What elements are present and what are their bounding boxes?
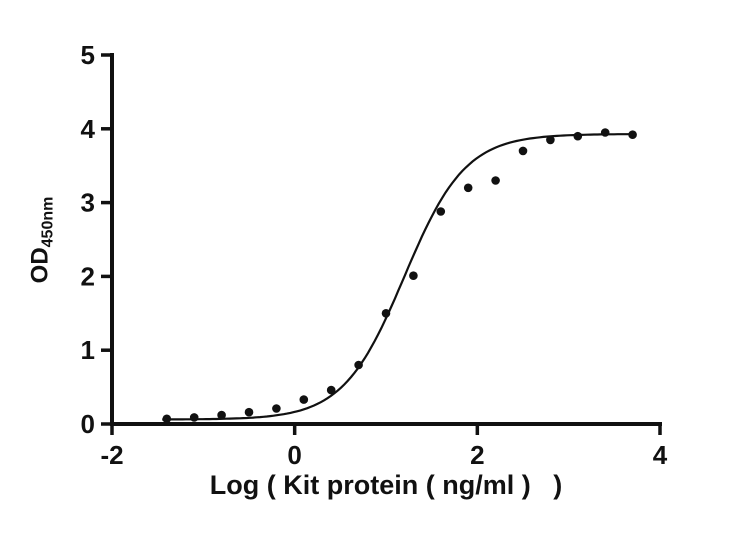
data-point	[491, 176, 500, 185]
data-point	[463, 183, 473, 193]
y-tick-label: 1	[81, 335, 95, 365]
data-point	[162, 414, 172, 424]
data-point	[272, 404, 281, 413]
data-point	[217, 410, 226, 420]
x-axis-title: Log ( Kit protein ( ng/ml ) )	[209, 470, 563, 500]
data-point	[628, 130, 637, 139]
y-tick-label: 0	[81, 409, 95, 439]
data-point	[600, 128, 610, 137]
axes-lines	[110, 53, 662, 426]
y-tick-label: 3	[81, 188, 95, 218]
data-point	[326, 385, 336, 395]
fit-curve	[162, 133, 635, 421]
x-tick-label: 2	[470, 440, 484, 470]
x-tick-label: 4	[653, 440, 668, 470]
data-point	[354, 360, 363, 370]
data-point	[573, 131, 583, 141]
data-point	[546, 135, 555, 145]
x-tick-label: 0	[287, 440, 301, 470]
data-point	[244, 407, 254, 417]
y-axis-title-main: OD	[26, 247, 54, 284]
data-point	[381, 309, 391, 318]
data-point	[299, 395, 309, 404]
y-tick-label: 5	[81, 40, 95, 70]
data-point	[409, 271, 418, 281]
data-point	[436, 207, 446, 216]
data-point	[189, 413, 199, 422]
y-axis-title-subscript: 450nm	[39, 196, 57, 248]
y-tick-label: 4	[81, 114, 96, 144]
y-axis-title: OD450nm	[27, 197, 58, 284]
data-point	[518, 146, 528, 156]
x-tick-label: -2	[100, 440, 123, 470]
y-tick-label: 2	[81, 261, 95, 291]
